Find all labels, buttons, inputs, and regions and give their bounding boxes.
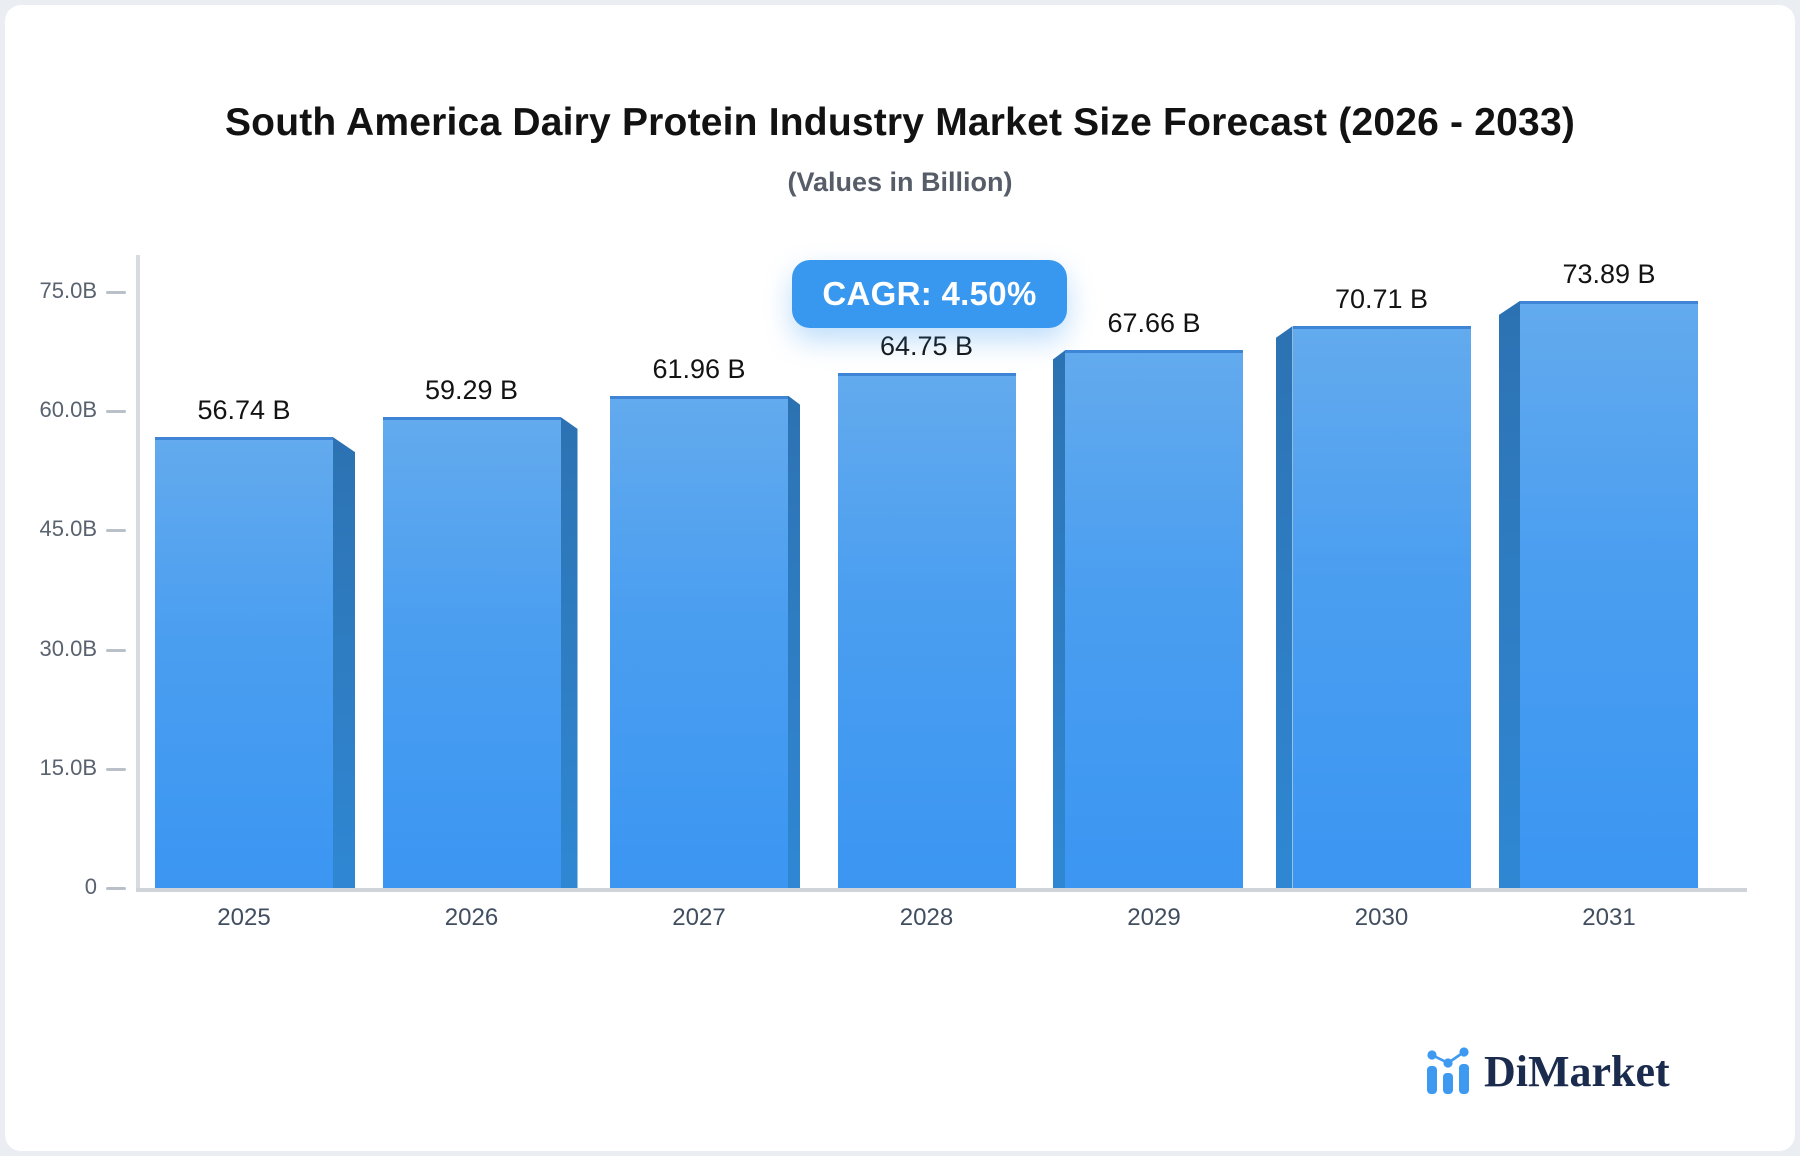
cagr-badge: CAGR: 4.50% [792, 260, 1067, 328]
bar-value-label: 61.96 B [652, 353, 746, 384]
bar-2029[interactable] [1065, 350, 1243, 888]
bar-2025[interactable] [155, 437, 333, 888]
bar-side-2031[interactable] [1499, 300, 1520, 888]
y-tick-mark [106, 529, 126, 533]
y-tick-label: 15.0B [39, 754, 98, 780]
bar-side-2025[interactable] [333, 437, 355, 888]
dimarket-logo: DiMarket [1425, 1039, 1670, 1103]
y-tick-mark [106, 291, 126, 294]
chart-subtitle: (Values in Billion) [787, 167, 1013, 197]
y-tick-label: 60.0B [39, 397, 98, 423]
y-tick-mark [106, 887, 126, 890]
x-tick-label: 2027 [672, 904, 726, 931]
bar-value-label: 70.71 B [1334, 284, 1429, 315]
bar-2026[interactable] [382, 416, 561, 888]
x-axis-baseline [136, 888, 1747, 892]
bar-value-label: 73.89 B [1562, 258, 1656, 289]
y-tick-label: 0 [84, 874, 97, 899]
bar-side-2027[interactable] [788, 395, 800, 888]
x-tick-label: 2026 [444, 904, 499, 931]
bar-value-label: 56.74 B [197, 395, 291, 426]
x-tick-label: 2028 [899, 904, 954, 931]
y-tick-mark [106, 410, 126, 414]
x-tick-label: 2031 [1582, 904, 1636, 931]
mini-bar-line-chart-icon [1427, 1047, 1469, 1094]
y-tick-label: 30.0B [39, 635, 98, 661]
bar-value-label: 59.29 B [424, 374, 519, 405]
bar-2030[interactable] [1292, 326, 1471, 888]
x-tick-label: 2025 [217, 904, 271, 931]
chart-title: South America Dairy Protein Industry Mar… [224, 101, 1576, 144]
y-tick-mark [106, 648, 126, 652]
y-axis-line [136, 255, 140, 892]
bar-2028[interactable] [837, 373, 1016, 888]
dimarket-logo-text: DiMarket [1484, 1046, 1670, 1096]
y-tick-mark [106, 767, 126, 771]
bar-side-2026[interactable] [560, 416, 578, 888]
bar-2031[interactable] [1520, 300, 1698, 888]
bar-side-2030[interactable] [1275, 326, 1293, 888]
bar-2027[interactable] [610, 395, 788, 888]
x-tick-label: 2030 [1354, 904, 1409, 931]
y-tick-label: 75.0B [39, 278, 98, 303]
x-tick-label: 2029 [1127, 904, 1181, 931]
bar-side-2029[interactable] [1053, 350, 1065, 888]
y-tick-label: 45.0B [39, 516, 98, 542]
bar-value-label: 67.66 B [1107, 308, 1201, 339]
bar-value-label: 64.75 B [879, 331, 974, 362]
chart-card: South America Dairy Protein Industry Mar… [5, 5, 1795, 1151]
